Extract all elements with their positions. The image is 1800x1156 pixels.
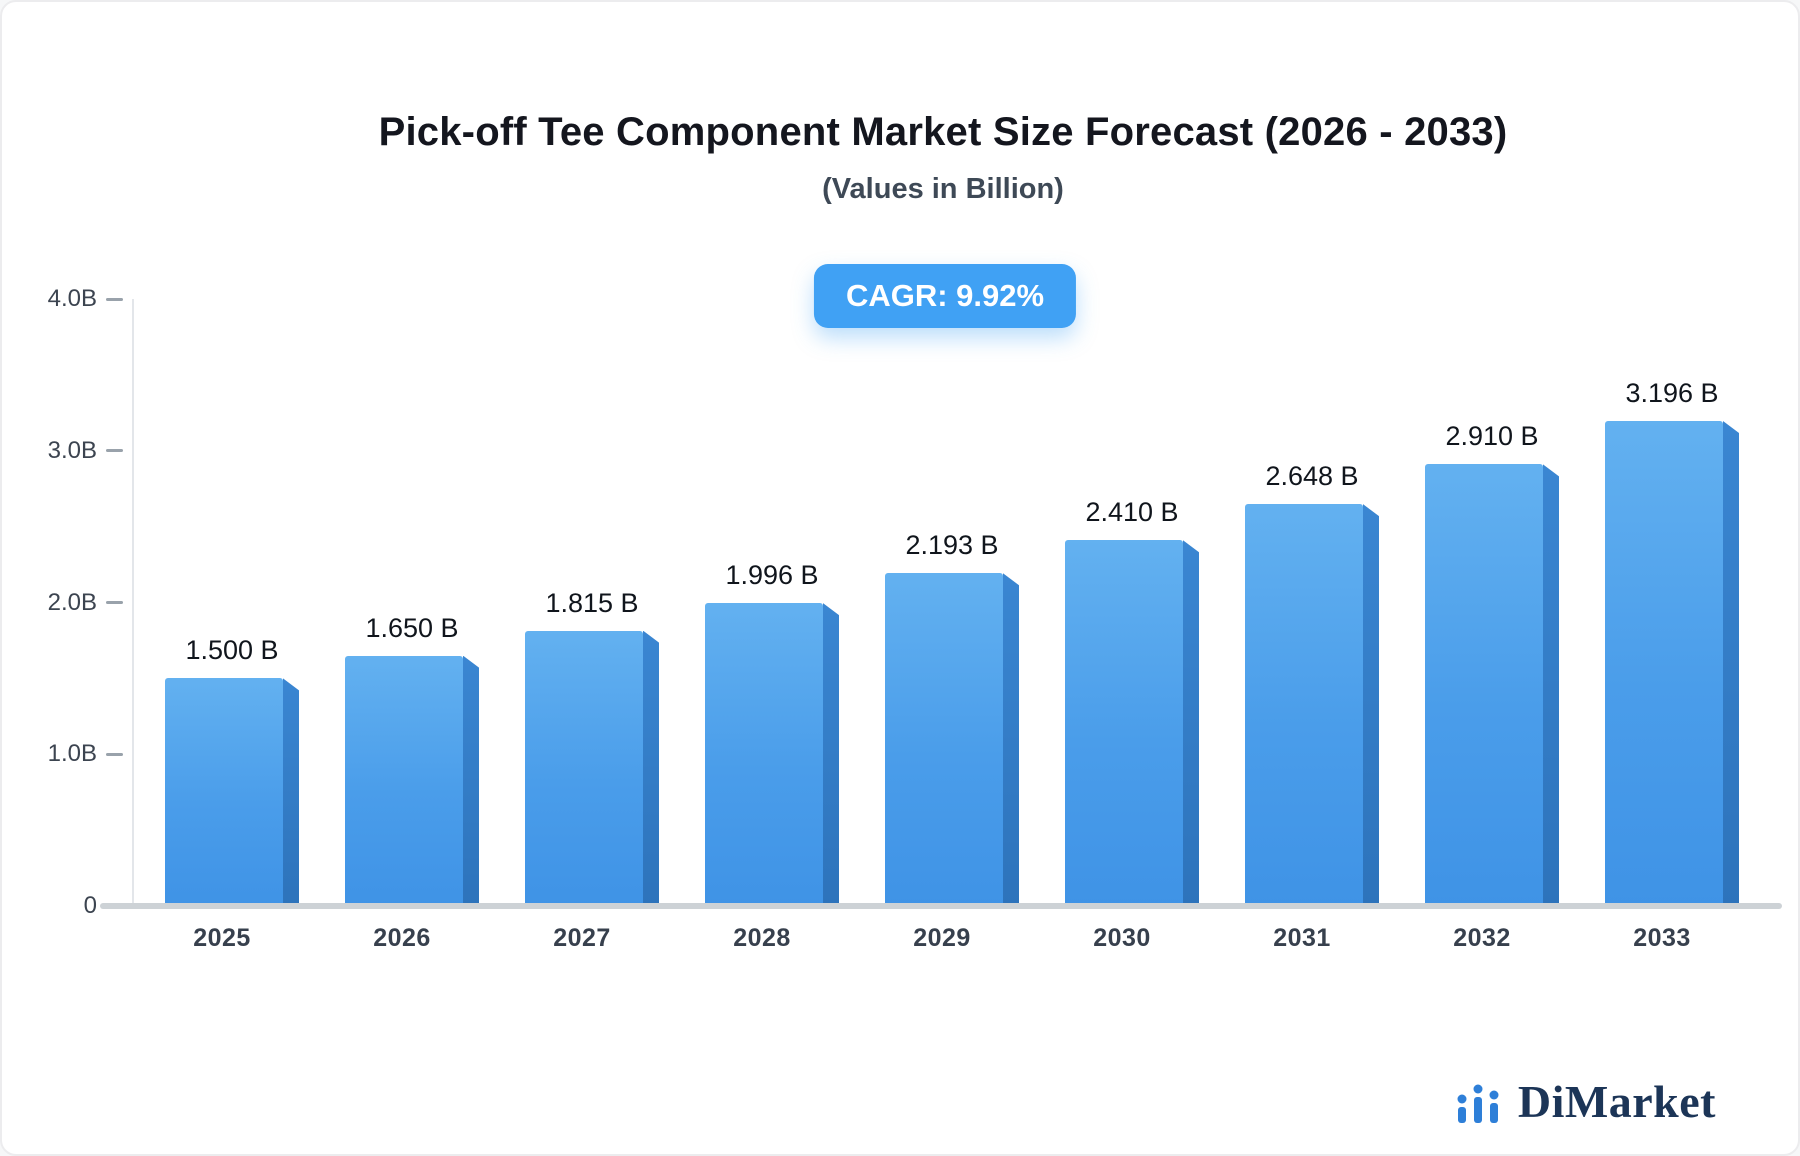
bar-2025: 1.500 B — [165, 635, 299, 906]
bar-value-label: 2.410 B — [1085, 497, 1179, 528]
x-axis-label-2029: 2029 — [913, 924, 971, 952]
dimarket-logo: DiMarket — [1452, 1075, 1716, 1128]
bar-slot: 2.910 B — [1394, 299, 1574, 906]
bar-3d-side — [1183, 540, 1199, 906]
bar-2032: 2.910 B — [1425, 421, 1559, 906]
x-axis-label-2028: 2028 — [733, 924, 791, 952]
x-axis-label-2032: 2032 — [1453, 924, 1511, 952]
bar-chart-plot: 1.500 B 1.650 B 1.815 B 1.996 B 2.193 B 2.410… — [132, 299, 1754, 906]
y-axis-tick: 2.0B — [48, 589, 130, 617]
y-axis-tick-label: 3.0B — [47, 436, 97, 464]
bar-3d-side — [1363, 504, 1379, 906]
bar-slot: 2.193 B — [854, 299, 1034, 906]
x-axis-label-2031: 2031 — [1273, 924, 1331, 952]
logo-text: DiMarket — [1517, 1076, 1716, 1127]
x-axis-label-2030: 2030 — [1093, 924, 1151, 952]
bar-3d-side — [283, 678, 299, 906]
bar-slot: 1.650 B — [314, 299, 494, 906]
bar-3d-side — [463, 655, 479, 906]
bar-3d-side — [1543, 464, 1559, 906]
bar-2031: 2.648 B — [1245, 461, 1379, 906]
bar-slot: 2.410 B — [1034, 299, 1214, 906]
bar-slot: 1.996 B — [674, 299, 854, 906]
bar-value-label: 2.193 B — [905, 530, 999, 561]
bar-2026: 1.650 B — [345, 613, 479, 906]
bar-slot: 1.500 B — [134, 299, 314, 906]
bar-3d-side — [1003, 573, 1019, 906]
y-axis-tick-mark — [106, 752, 123, 756]
bar-value-label: 1.996 B — [725, 560, 819, 591]
x-axis-label-2027: 2027 — [553, 924, 611, 952]
logo-chart-icon — [1457, 1084, 1499, 1123]
y-axis-tick: 4.0B — [48, 285, 130, 313]
bar-value-label: 1.650 B — [365, 612, 459, 643]
bar-value-label: 1.815 B — [545, 587, 639, 618]
bar-2028: 1.996 B — [705, 560, 839, 906]
bar-2029: 2.193 B — [885, 530, 1019, 906]
cagr-badge: CAGR: 9.92% — [813, 264, 1077, 328]
bar-2027: 1.815 B — [525, 588, 659, 906]
y-axis-tick-label: 1.0B — [47, 740, 97, 768]
y-axis: 0 1.0B 2.0B 3.0B 4.0B — [2, 285, 130, 919]
bar-value-label: 1.500 B — [185, 635, 279, 666]
bar-slots: 1.500 B 1.650 B 1.815 B 1.996 B 2.193 B 2.410… — [134, 299, 1754, 906]
bar-slot: 1.815 B — [494, 299, 674, 906]
chart-subtitle: (Values in Billion) — [822, 173, 1064, 205]
bar-3d-side — [643, 630, 659, 906]
bar-3d-side — [823, 603, 839, 906]
bar-value-label: 2.910 B — [1445, 421, 1539, 452]
y-axis-tick: 1.0B — [48, 740, 130, 768]
y-axis-tick-label: 2.0B — [47, 588, 97, 616]
y-axis-tick-label: 4.0B — [47, 285, 97, 312]
x-axis-label-2026: 2026 — [373, 924, 431, 952]
chart-title: Pick-off Tee Component Market Size Forec… — [378, 110, 1508, 154]
bar-slot: 2.648 B — [1214, 299, 1394, 906]
y-axis-tick-mark — [106, 449, 123, 453]
bar-3d-side — [1723, 421, 1739, 906]
y-axis-tick-mark — [106, 601, 123, 604]
x-axis-baseline — [100, 903, 1782, 909]
y-axis-tick-mark — [106, 297, 123, 301]
bar-value-label: 3.196 B — [1625, 378, 1719, 409]
x-axis-label-2025: 2025 — [193, 924, 251, 952]
bar-slot: 3.196 B — [1574, 299, 1754, 906]
x-axis-label-2033: 2033 — [1633, 924, 1691, 952]
bar-2033: 3.196 B — [1605, 378, 1739, 906]
x-axis-labels: 2025 2026 2027 2028 2029 2030 2031 2032 2033 — [132, 924, 1752, 953]
chart-header: Pick-off Tee Component Market Size Forec… — [88, 2, 1798, 206]
bar-2030: 2.410 B — [1065, 497, 1199, 906]
y-axis-tick: 3.0B — [48, 437, 130, 465]
bar-value-label: 2.648 B — [1265, 461, 1359, 492]
y-axis-tick-label: 0 — [83, 892, 97, 919]
